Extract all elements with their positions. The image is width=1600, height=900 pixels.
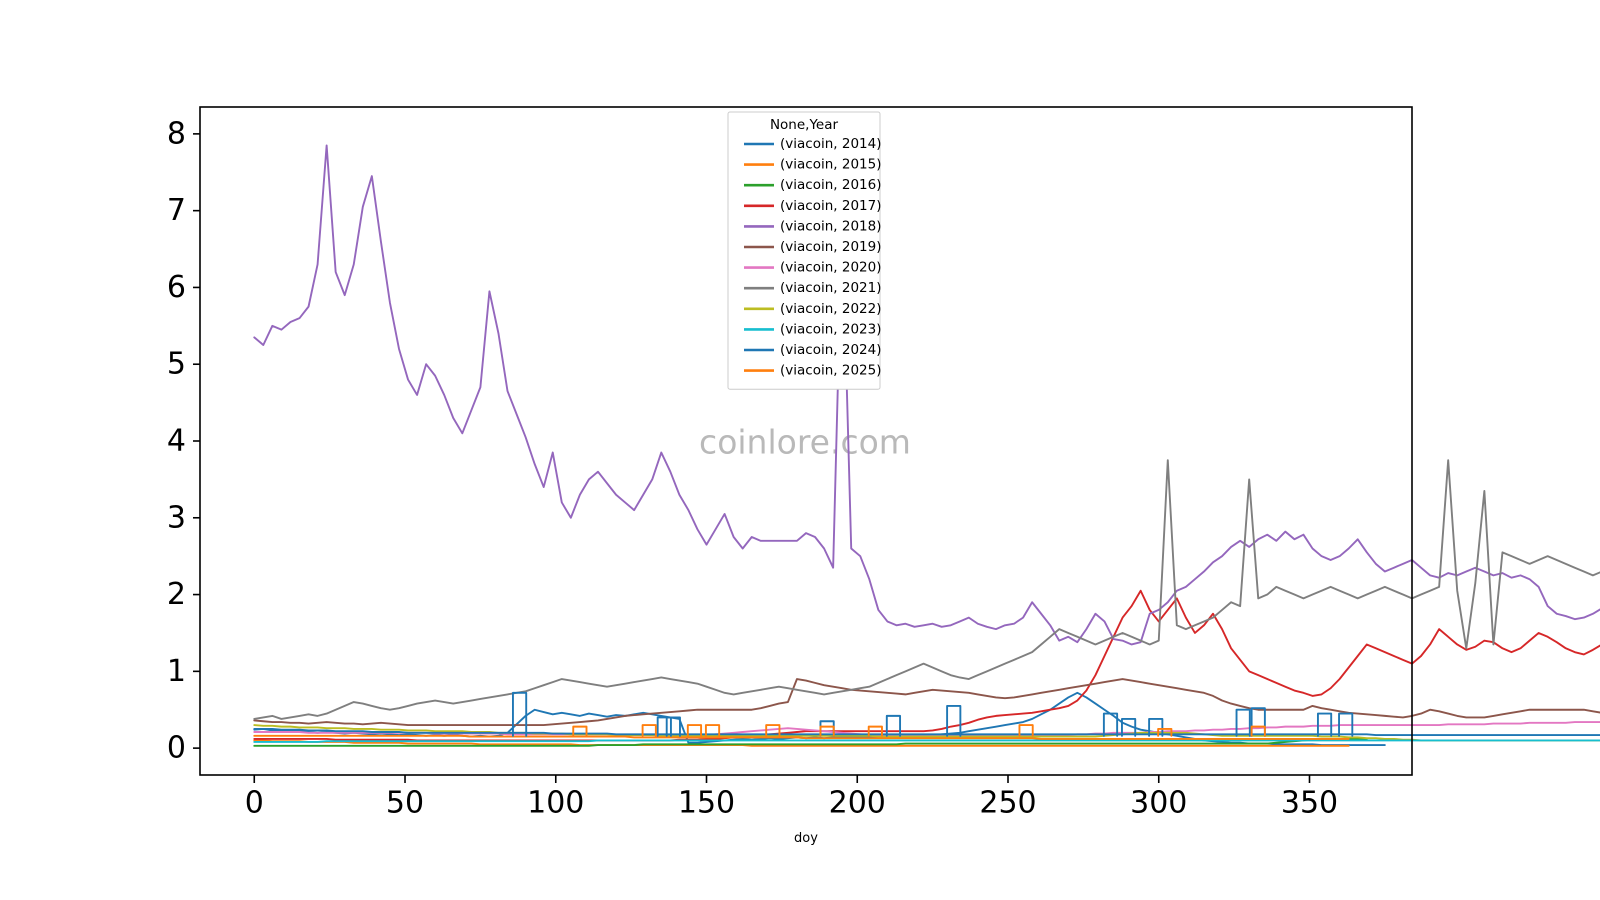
x-axis-ticks: 0 50 100 150 200 250 300 350 [245, 775, 1338, 821]
legend-frame [727, 111, 881, 390]
x-tick-label: 250 [979, 786, 1036, 821]
legend-label[interactable]: (viacoin, 2023) [780, 321, 881, 337]
series-spike [1316, 712, 1333, 737]
y-tick-label: 5 [167, 347, 186, 382]
x-axis-label: doy [794, 831, 818, 846]
series-line [253, 739, 1600, 743]
series-spike [686, 724, 703, 737]
series-spike [885, 714, 902, 737]
legend-label[interactable]: (viacoin, 2025) [780, 363, 881, 379]
series-spike [1148, 717, 1164, 737]
series-spike [1121, 717, 1137, 737]
y-axis-ticks: 0 1 2 3 4 5 6 7 8 [167, 116, 200, 766]
series-spike [946, 704, 962, 737]
y-tick-label: 1 [167, 654, 186, 689]
legend-title: None,Year [770, 117, 839, 133]
series-layer [253, 144, 1600, 747]
series-spike [819, 725, 835, 737]
series-spike [656, 716, 672, 737]
series-spike [765, 724, 781, 737]
series-spike [867, 725, 883, 737]
legend-label[interactable]: (viacoin, 2017) [780, 198, 881, 214]
series-line [253, 739, 1350, 747]
legend-label[interactable]: (viacoin, 2024) [780, 342, 881, 358]
series-line [253, 459, 1600, 720]
legend-label[interactable]: (viacoin, 2015) [780, 157, 881, 173]
x-tick-label: 0 [245, 786, 264, 821]
legend-label[interactable]: (viacoin, 2020) [780, 260, 881, 276]
series-spike [572, 725, 588, 737]
chart-legend: None,Year (viacoin, 2014) (viacoin, 2015) (… [727, 111, 881, 390]
y-tick-label: 3 [167, 500, 186, 535]
series-line [253, 727, 1600, 737]
series-spike [641, 724, 657, 737]
series-spike [665, 716, 681, 737]
series-spike [511, 691, 528, 737]
legend-label[interactable]: (viacoin, 2022) [780, 301, 881, 317]
legend-label[interactable]: (viacoin, 2021) [780, 280, 881, 296]
series-spike [1250, 725, 1266, 737]
legend-label[interactable]: (viacoin, 2019) [780, 239, 881, 255]
x-tick-label: 150 [678, 786, 735, 821]
series-spike [1235, 708, 1251, 737]
x-tick-label: 200 [829, 786, 886, 821]
series-spike [704, 724, 721, 737]
series-spike [1250, 707, 1266, 737]
x-tick-label: 50 [386, 786, 424, 821]
series-spike [1102, 712, 1119, 737]
y-tick-label: 4 [167, 424, 186, 459]
legend-label[interactable]: (viacoin, 2014) [780, 136, 881, 152]
watermark: coinlore.com [699, 423, 911, 462]
y-tick-label: 6 [167, 270, 186, 305]
x-tick-label: 350 [1281, 786, 1338, 821]
y-tick-label: 0 [167, 731, 186, 766]
series-spike [1157, 727, 1173, 737]
legend-label[interactable]: (viacoin, 2018) [780, 218, 881, 234]
series-line [253, 737, 1368, 747]
x-tick-label: 100 [527, 786, 584, 821]
y-tick-label: 2 [167, 577, 186, 612]
series-spike [1338, 712, 1354, 737]
x-tick-label: 300 [1130, 786, 1187, 821]
series-line [253, 734, 1350, 740]
y-tick-label: 7 [167, 193, 186, 228]
y-tick-label: 8 [167, 116, 186, 151]
legend-label[interactable]: (viacoin, 2016) [780, 177, 881, 193]
series-line [253, 144, 1600, 646]
series-spike [1018, 724, 1034, 737]
